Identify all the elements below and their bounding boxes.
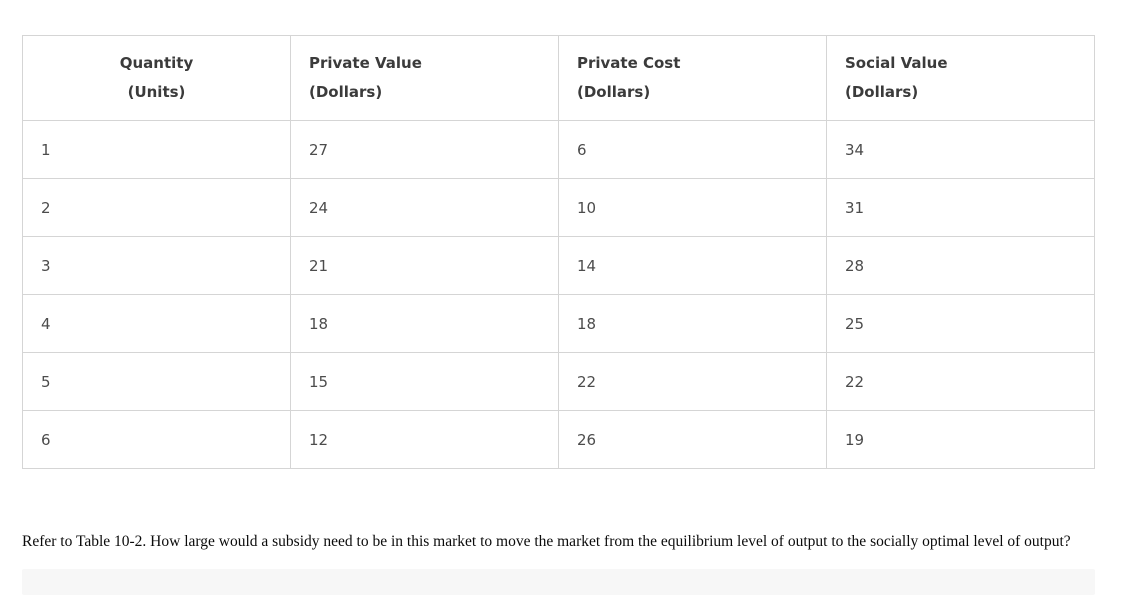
cell-private-cost: 6 — [558, 120, 827, 179]
table-row: 3 21 14 28 — [22, 236, 1095, 295]
table-row: 6 12 26 19 — [22, 410, 1095, 469]
cell-social-value: 34 — [826, 120, 1095, 179]
cell-social-value: 28 — [826, 236, 1095, 295]
cell-private-value: 12 — [290, 410, 559, 469]
table-row: 1 27 6 34 — [22, 120, 1095, 179]
cell-private-cost: 26 — [558, 410, 827, 469]
cell-quantity: 5 — [22, 352, 291, 411]
cell-quantity: 4 — [22, 294, 291, 353]
column-header-social-value: Social Value (Dollars) — [826, 35, 1095, 121]
cell-private-cost: 10 — [558, 178, 827, 237]
cell-private-cost: 18 — [558, 294, 827, 353]
column-header-title: Private Cost — [577, 54, 681, 72]
column-header-unit: (Dollars) — [845, 83, 919, 101]
column-header-private-value: Private Value (Dollars) — [290, 35, 559, 121]
column-header-private-cost: Private Cost (Dollars) — [558, 35, 827, 121]
table-row: 5 15 22 22 — [22, 352, 1095, 411]
question-text: Refer to Table 10-2. How large would a s… — [22, 533, 1071, 550]
table-row: 2 24 10 31 — [22, 178, 1095, 237]
cell-quantity: 6 — [22, 410, 291, 469]
column-header-title: Quantity — [119, 54, 194, 72]
column-header-quantity: Quantity (Units) — [22, 35, 291, 121]
cell-quantity: 3 — [22, 236, 291, 295]
table-header-row: Quantity (Units) Private Value (Dollars)… — [22, 35, 1095, 121]
column-header-unit: (Dollars) — [577, 83, 651, 101]
cell-private-value: 24 — [290, 178, 559, 237]
answer-option[interactable] — [22, 569, 1095, 595]
column-header-title: Social Value — [845, 54, 948, 72]
table-row: 4 18 18 25 — [22, 294, 1095, 353]
column-header-unit: (Dollars) — [309, 83, 383, 101]
cell-social-value: 25 — [826, 294, 1095, 353]
cell-private-value: 21 — [290, 236, 559, 295]
cell-social-value: 22 — [826, 352, 1095, 411]
cell-private-value: 27 — [290, 120, 559, 179]
cell-quantity: 2 — [22, 178, 291, 237]
cell-quantity: 1 — [22, 120, 291, 179]
cell-private-value: 18 — [290, 294, 559, 353]
column-header-unit: (Units) — [127, 83, 186, 101]
values-table: Quantity (Units) Private Value (Dollars)… — [22, 35, 1095, 469]
cell-social-value: 19 — [826, 410, 1095, 469]
cell-private-value: 15 — [290, 352, 559, 411]
cell-private-cost: 22 — [558, 352, 827, 411]
cell-private-cost: 14 — [558, 236, 827, 295]
column-header-title: Private Value — [309, 54, 422, 72]
cell-social-value: 31 — [826, 178, 1095, 237]
